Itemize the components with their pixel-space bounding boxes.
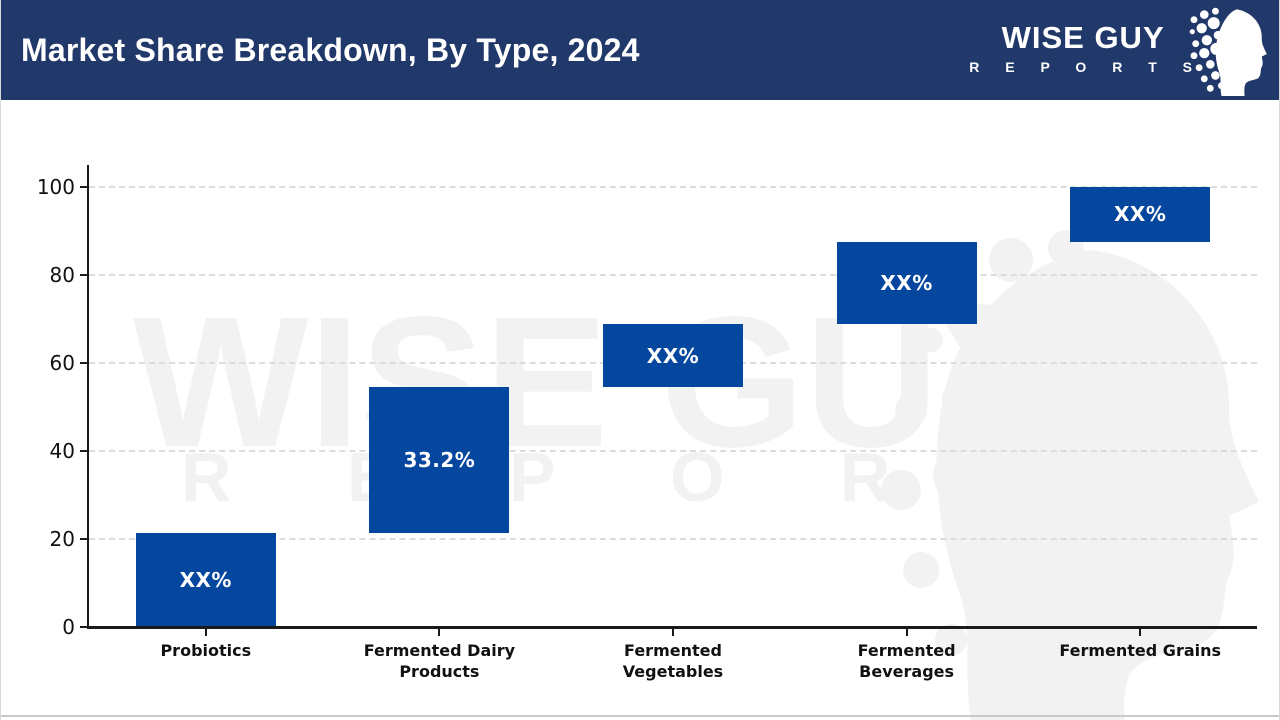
x-tick-mark xyxy=(1139,627,1142,636)
bar-fermented-vegetables: XX% xyxy=(603,323,743,388)
y-tick-mark xyxy=(80,274,89,276)
x-tick-label: Fermented Beverages xyxy=(857,641,956,681)
bar-value-label: XX% xyxy=(646,343,700,368)
x-tick-label: Fermented Dairy Products xyxy=(363,641,516,681)
x-tick-label: Fermented Vegetables xyxy=(622,641,724,681)
y-tick-label: 20 xyxy=(49,527,75,551)
x-tick-mark xyxy=(438,627,441,636)
y-tick-mark xyxy=(80,450,89,452)
brand-subtitle: R E P O R T S xyxy=(969,59,1203,75)
x-tick-mark xyxy=(204,627,207,636)
y-tick-mark xyxy=(80,362,89,364)
brand-head-icon xyxy=(1189,7,1267,96)
y-tick-mark xyxy=(80,626,89,628)
page-title: Market Share Breakdown, By Type, 2024 xyxy=(21,31,640,68)
brand-logo: WISE GUY R E P O R T S xyxy=(969,4,1273,96)
bar-fermented-grains: XX% xyxy=(1070,187,1211,242)
gridline-20 xyxy=(89,538,1257,540)
y-tick-label: 100 xyxy=(36,175,75,199)
bar-value-label: XX% xyxy=(1113,202,1167,227)
y-axis xyxy=(87,165,89,629)
gridline-80 xyxy=(89,274,1257,276)
x-tick-mark xyxy=(672,627,674,636)
x-tick-mark xyxy=(905,627,908,636)
bar-value-label: XX% xyxy=(880,270,933,295)
y-tick-label: 40 xyxy=(49,439,75,463)
bar-fermented-beverages: XX% xyxy=(836,241,977,324)
y-tick-label: 80 xyxy=(49,263,75,287)
bottom-border xyxy=(1,715,1279,717)
y-tick-mark xyxy=(80,186,89,188)
gridline-100 xyxy=(89,186,1257,188)
y-tick-label: 0 xyxy=(62,615,75,639)
bar-fermented-dairy-products: 33.2% xyxy=(369,387,510,534)
bar-probiotics: XX% xyxy=(135,533,276,627)
bar-value-label: 33.2% xyxy=(403,448,476,473)
y-tick-mark xyxy=(80,538,89,540)
x-tick-label: Probiotics xyxy=(160,641,252,660)
brand-name: WISE GUY xyxy=(1001,20,1165,55)
header-bar: Market Share Breakdown, By Type, 2024 WI… xyxy=(1,0,1279,100)
brand-logo-text: WISE GUY R E P O R T S xyxy=(963,20,1203,75)
x-tick-label: Fermented Grains xyxy=(1059,641,1222,660)
bar-value-label: XX% xyxy=(179,568,232,593)
y-tick-label: 60 xyxy=(49,351,75,375)
gridline-40 xyxy=(89,450,1257,452)
